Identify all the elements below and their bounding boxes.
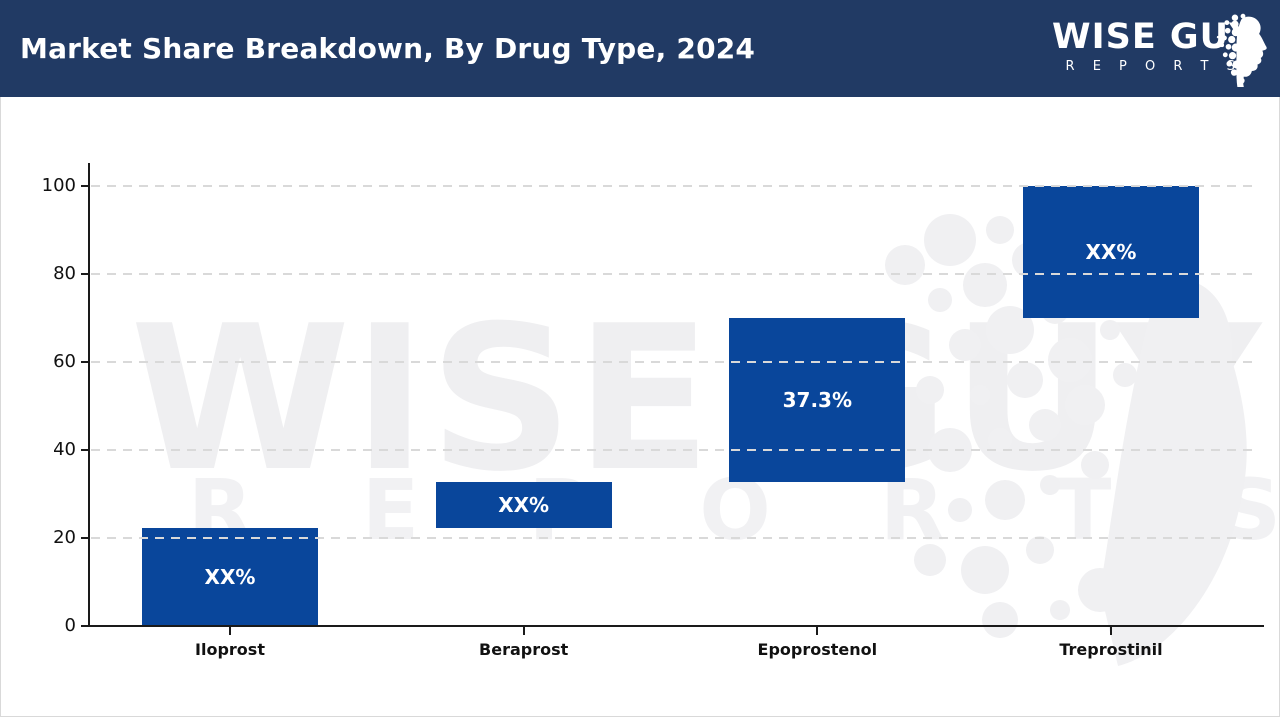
gridline-20 bbox=[91, 537, 1256, 539]
logo-head-icon bbox=[1216, 13, 1267, 88]
logo-brand-subtitle: R E P O R T S bbox=[1065, 58, 1242, 74]
x-axis-tick bbox=[522, 627, 525, 635]
bar-iloprost: XX% bbox=[142, 527, 318, 626]
y-axis-tick bbox=[81, 361, 88, 363]
wise-guy-reports-logo: WISE GUY R E P O R T S bbox=[1022, 4, 1272, 94]
header-bar: Market Share Breakdown, By Drug Type, 20… bbox=[0, 0, 1280, 97]
y-axis-tick-label: 20 bbox=[53, 527, 76, 548]
bar-value-label: 37.3% bbox=[782, 388, 853, 413]
gridline-60 bbox=[91, 361, 1256, 363]
frame-border-left bbox=[0, 97, 1, 717]
x-axis-category-label: Epoprostenol bbox=[757, 640, 878, 659]
logo-brand-name: WISE GUY bbox=[1052, 17, 1256, 57]
x-axis-tick bbox=[816, 627, 819, 635]
gridline-40 bbox=[91, 449, 1256, 451]
gridline-80 bbox=[91, 273, 1256, 275]
bar-value-label: XX% bbox=[1085, 240, 1137, 264]
y-axis-tick bbox=[81, 625, 88, 627]
y-axis-tick-label: 80 bbox=[53, 263, 76, 284]
bar-treprostinil: XX% bbox=[1023, 186, 1199, 318]
x-axis-tick bbox=[1110, 627, 1112, 635]
bar-value-label: XX% bbox=[498, 492, 550, 517]
page-title: Market Share Breakdown, By Drug Type, 20… bbox=[20, 32, 756, 65]
y-axis-tick-label: 60 bbox=[53, 351, 76, 372]
y-axis-tick bbox=[81, 185, 88, 187]
x-axis-category-label: Treprostinil bbox=[1059, 640, 1163, 659]
y-axis-tick-label: 0 bbox=[64, 615, 76, 636]
bar-epoprostenol: 37.3% bbox=[729, 318, 906, 483]
logo-text: WISE GUY R E P O R T S bbox=[1052, 18, 1255, 74]
y-axis-spine bbox=[88, 163, 90, 627]
frame-border-bottom bbox=[0, 716, 1280, 717]
y-axis-tick bbox=[81, 273, 88, 275]
x-axis-category-label: Iloprost bbox=[195, 640, 265, 659]
x-axis-category-label: Beraprost bbox=[479, 640, 569, 659]
y-axis-tick bbox=[81, 537, 88, 539]
y-axis-tick-label: 40 bbox=[53, 439, 76, 460]
bar-beraprost: XX% bbox=[435, 482, 612, 528]
gridline-100 bbox=[91, 185, 1256, 187]
y-axis-tick-label: 100 bbox=[41, 175, 76, 196]
x-axis-tick bbox=[229, 627, 231, 635]
bar-value-label: XX% bbox=[204, 564, 256, 589]
y-axis-tick bbox=[81, 449, 88, 451]
x-axis-spine bbox=[88, 625, 1264, 627]
